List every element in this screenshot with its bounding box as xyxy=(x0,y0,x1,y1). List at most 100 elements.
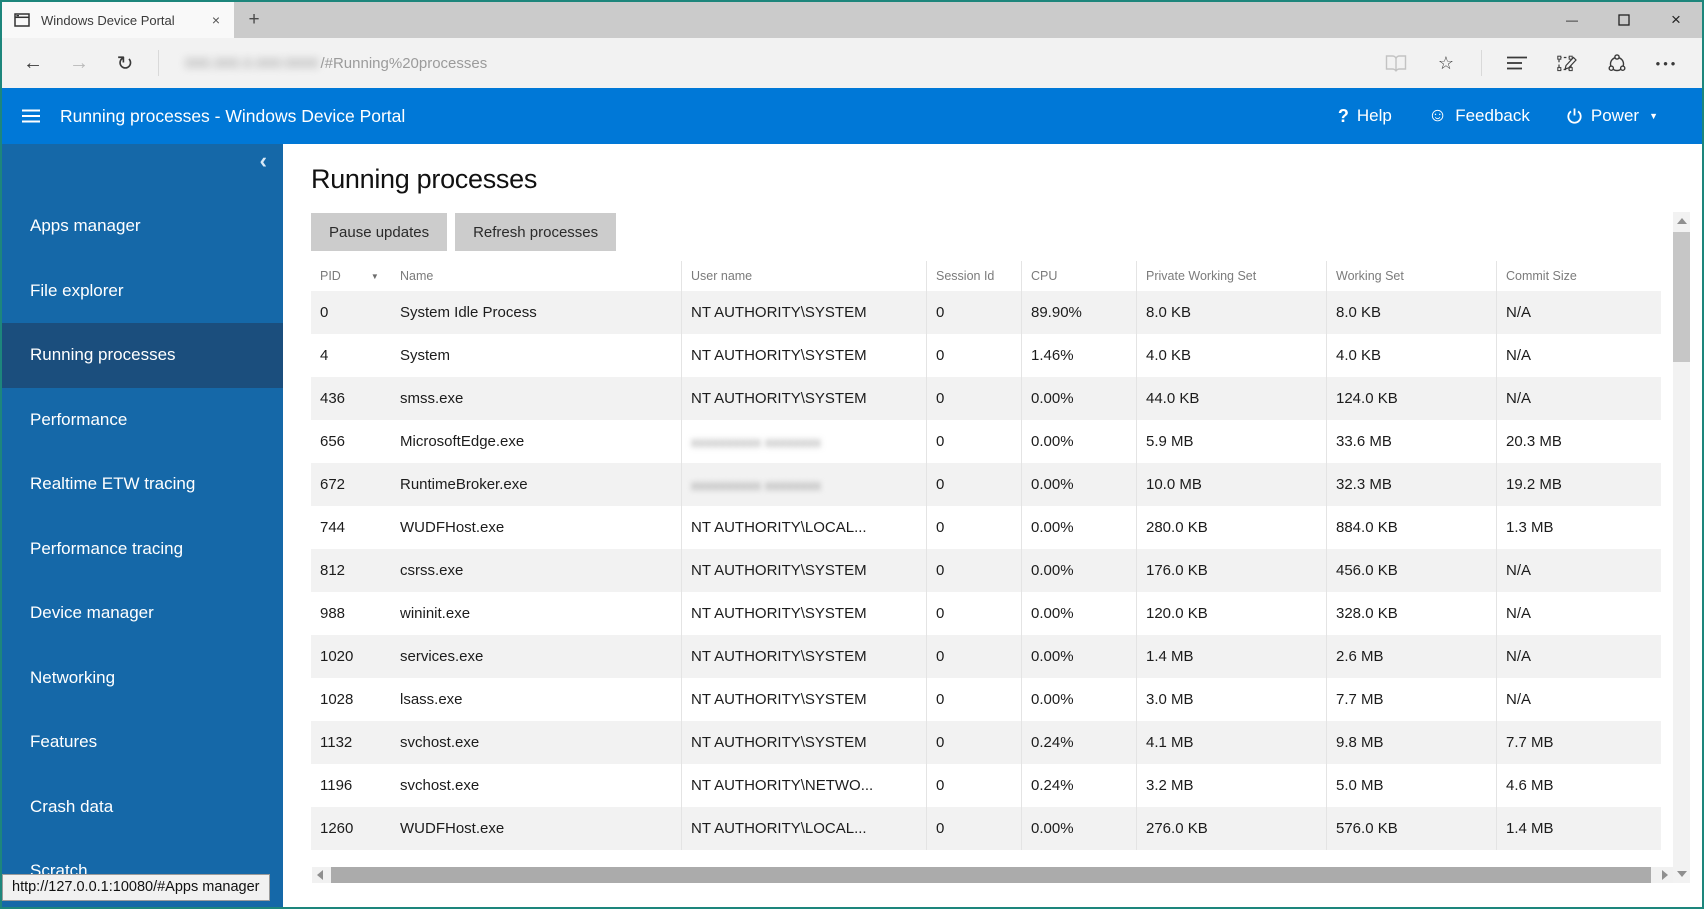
cell-value: 436 xyxy=(320,390,346,407)
cell-commit-size: N/A xyxy=(1496,377,1661,420)
column-header-user-name[interactable]: User name xyxy=(681,261,926,291)
more-actions-icon[interactable]: ••• xyxy=(1655,55,1679,71)
column-header-name[interactable]: Name xyxy=(400,269,434,283)
url-redacted-host: 000.000.0.000:0000 xyxy=(185,54,319,72)
feedback-button[interactable]: ☺ Feedback xyxy=(1428,105,1530,127)
cell-name: System Idle Process xyxy=(391,291,681,334)
sidebar-item-performance[interactable]: Performance xyxy=(2,388,283,453)
table-row[interactable]: 744 WUDFHost.exe NT AUTHORITY\LOCAL... 0 0.0… xyxy=(311,506,1661,549)
sidebar-item-performance-tracing[interactable]: Performance tracing xyxy=(2,517,283,582)
column-header-cpu[interactable]: CPU xyxy=(1021,261,1136,291)
refresh-processes-button[interactable]: Refresh processes xyxy=(455,213,617,251)
table-row[interactable]: 1028 lsass.exe NT AUTHORITY\SYSTEM 0 0.00% 3.… xyxy=(311,678,1661,721)
cell-value: N/A xyxy=(1506,347,1532,364)
favorites-star-icon[interactable]: ☆ xyxy=(1437,52,1455,73)
window-close-button[interactable]: × xyxy=(1671,10,1681,29)
cell-value: 0.00% xyxy=(1031,605,1074,622)
address-bar[interactable]: 000.000.0.000:0000/#Running%20processes xyxy=(185,55,1371,72)
cell-working-set: 8.0 KB xyxy=(1326,291,1496,334)
cell-value: NT AUTHORITY\SYSTEM xyxy=(691,347,867,364)
browser-toolbar: ← → ↻ 000.000.0.000:0000/#Running%20proc… xyxy=(2,38,1702,88)
sidebar-item-networking[interactable]: Networking xyxy=(2,646,283,711)
cell-value: NT AUTHORITY\SYSTEM xyxy=(691,648,867,665)
sidebar-item-running-processes[interactable]: Running processes xyxy=(2,323,283,388)
table-row[interactable]: 1260 WUDFHost.exe NT AUTHORITY\LOCAL... 0 0.… xyxy=(311,807,1661,850)
column-header-private-working-set[interactable]: Private Working Set xyxy=(1136,261,1326,291)
cell-cpu: 0.00% xyxy=(1021,506,1136,549)
sidebar-item-features[interactable]: Features xyxy=(2,710,283,775)
cell-value: 10.0 MB xyxy=(1146,476,1202,493)
table-row[interactable]: 0 System Idle Process NT AUTHORITY\SYSTEM 0… xyxy=(311,291,1661,334)
share-icon[interactable] xyxy=(1592,53,1642,73)
column-header-session-id[interactable]: Session Id xyxy=(926,261,1021,291)
power-button[interactable]: Power ▼ xyxy=(1566,106,1658,126)
maximize-button[interactable] xyxy=(1598,2,1650,38)
cell-value: svchost.exe xyxy=(400,777,480,794)
table-row[interactable]: 1020 services.exe NT AUTHORITY\SYSTEM 0 0.00… xyxy=(311,635,1661,678)
cell-session-id: 0 xyxy=(926,549,1021,592)
cell-value: 276.0 KB xyxy=(1146,820,1208,837)
new-tab-button[interactable]: + xyxy=(248,9,260,30)
minimize-button[interactable]: — xyxy=(1566,13,1578,27)
cell-session-id: 0 xyxy=(926,463,1021,506)
help-button[interactable]: ? Help xyxy=(1338,106,1392,127)
cell-commit-size: N/A xyxy=(1496,334,1661,377)
cell-working-set: 4.0 KB xyxy=(1326,334,1496,377)
table-row[interactable]: 1196 svchost.exe NT AUTHORITY\NETWO... 0 0.2… xyxy=(311,764,1661,807)
cell-value: 0.24% xyxy=(1031,734,1074,751)
cell-value: N/A xyxy=(1506,562,1532,579)
cell-value: N/A xyxy=(1506,691,1532,708)
cell-working-set: 33.6 MB xyxy=(1326,420,1496,463)
table-row[interactable]: 812 csrss.exe NT AUTHORITY\SYSTEM 0 0.00% 176… xyxy=(311,549,1661,592)
cell-value: 0.00% xyxy=(1031,691,1074,708)
table-row[interactable]: 1132 svchost.exe NT AUTHORITY\SYSTEM 0 0.24%… xyxy=(311,721,1661,764)
cell-value: 3.2 MB xyxy=(1146,777,1194,794)
sidebar-collapse-icon[interactable]: ‹ xyxy=(259,148,267,173)
sidebar-item-device-manager[interactable]: Device manager xyxy=(2,581,283,646)
cell-value: 456.0 KB xyxy=(1336,562,1398,579)
cell-value: 0 xyxy=(936,519,945,536)
pause-updates-button[interactable]: Pause updates xyxy=(311,213,448,251)
cell-value: 7.7 MB xyxy=(1506,734,1554,751)
table-row[interactable]: 436 smss.exe NT AUTHORITY\SYSTEM 0 0.00% 44.0… xyxy=(311,377,1661,420)
cell-name: System xyxy=(391,334,681,377)
table-row[interactable]: 988 wininit.exe NT AUTHORITY\SYSTEM 0 0.00% 1… xyxy=(311,592,1661,635)
vertical-scrollbar-thumb[interactable] xyxy=(1673,232,1690,362)
sidebar-item-file-explorer[interactable]: File explorer xyxy=(2,259,283,324)
cell-value: 1.3 MB xyxy=(1506,519,1554,536)
feedback-smiley-icon: ☺ xyxy=(1427,105,1448,126)
scroll-up-icon[interactable] xyxy=(1676,218,1687,224)
page-favicon-icon xyxy=(14,13,30,27)
vertical-scrollbar[interactable] xyxy=(1673,212,1690,883)
horizontal-scrollbar-thumb[interactable] xyxy=(331,867,1651,883)
tab-windows-device-portal[interactable]: Windows Device Portal × xyxy=(2,2,234,38)
column-header-pid[interactable]: PID ▼ xyxy=(320,269,379,283)
sidebar-item-apps-manager[interactable]: Apps manager xyxy=(2,194,283,259)
scroll-down-icon[interactable] xyxy=(1676,871,1687,877)
table-row[interactable]: 4 System NT AUTHORITY\SYSTEM 0 1.46% 4.0 KB 4.… xyxy=(311,334,1661,377)
refresh-button[interactable]: ↻ xyxy=(116,52,134,75)
horizontal-scrollbar[interactable] xyxy=(312,867,1673,883)
cell-user: NT AUTHORITY\NETWO... xyxy=(681,764,926,807)
web-note-icon[interactable] xyxy=(1542,53,1592,73)
column-header-working-set[interactable]: Working Set xyxy=(1326,261,1496,291)
tab-close-icon[interactable]: × xyxy=(211,12,220,28)
cell-value: 1028 xyxy=(320,691,354,708)
sidebar-item-realtime-etw-tracing[interactable]: Realtime ETW tracing xyxy=(2,452,283,517)
hamburger-menu-icon[interactable] xyxy=(2,109,60,123)
cell-name: WUDFHost.exe xyxy=(391,506,681,549)
forward-button: → xyxy=(69,51,89,74)
hub-icon[interactable] xyxy=(1492,56,1542,70)
cell-value: 0.00% xyxy=(1031,820,1074,837)
sidebar-item-crash-data[interactable]: Crash data xyxy=(2,775,283,840)
back-button[interactable]: ← xyxy=(23,51,43,74)
table-row[interactable]: 656 MicrosoftEdge.exe xxxxxxxxxx xxxxxxxx 0… xyxy=(311,420,1661,463)
column-header-commit-size[interactable]: Commit Size xyxy=(1496,261,1661,291)
table-row[interactable]: 672 RuntimeBroker.exe xxxxxxxxxx xxxxxxxx 0… xyxy=(311,463,1661,506)
feedback-label: Feedback xyxy=(1455,106,1530,125)
cell-value: 0.00% xyxy=(1031,648,1074,665)
cell-session-id: 0 xyxy=(926,678,1021,721)
cell-value: 9.8 MB xyxy=(1336,734,1384,751)
scroll-right-icon[interactable] xyxy=(1662,870,1668,880)
scroll-left-icon[interactable] xyxy=(317,870,323,880)
